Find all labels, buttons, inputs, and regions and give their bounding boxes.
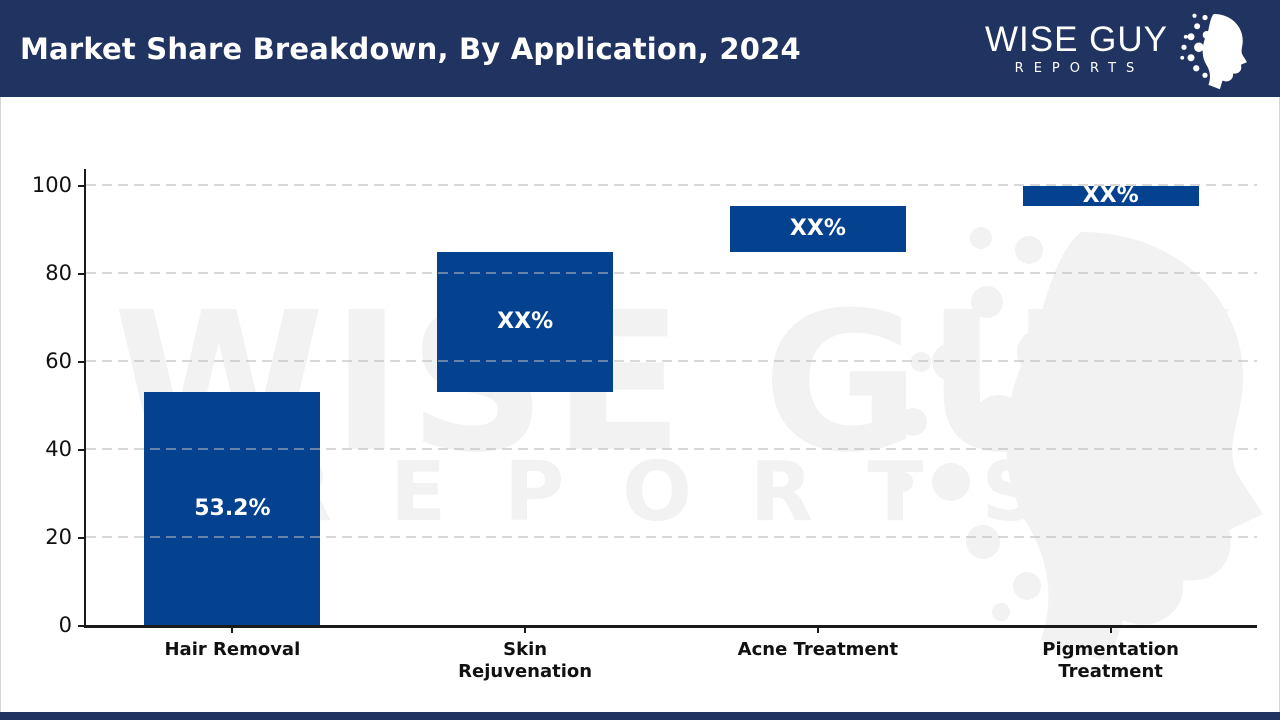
- x-tick-mark: [231, 626, 234, 633]
- category-slot-2: XX% Acne Treatment: [672, 164, 965, 660]
- y-tick-label-0: 0: [58, 613, 72, 637]
- y-tick-label-100: 100: [31, 173, 72, 197]
- y-tick-label-20: 20: [45, 525, 72, 549]
- bar-segment: XX%: [437, 252, 614, 392]
- bar-segment: XX%: [1022, 183, 1199, 209]
- bar-segment: 53.2%: [144, 391, 321, 626]
- x-category-label: Acne Treatment: [737, 639, 899, 660]
- gridline-40: [86, 448, 1257, 450]
- y-tick-mark-80: [78, 273, 86, 275]
- bar-segment: XX%: [729, 205, 906, 252]
- bar-value-label: XX%: [789, 216, 846, 242]
- x-tick-mark: [524, 626, 527, 633]
- wiseguy-logo: WISE GUY REPORTS: [985, 7, 1254, 91]
- y-tick-mark-20: [78, 537, 86, 539]
- y-tick-mark-40: [78, 449, 86, 451]
- x-axis-spine: [84, 625, 1257, 628]
- watermark-subtitle: REPORTS: [269, 445, 1099, 540]
- x-category-label: Hair Removal: [164, 639, 301, 660]
- logo-head-icon: [1180, 13, 1247, 89]
- plot-area: 0 20 40 60 80 100 53.2% Hair Removal XX% Skin Rej…: [32, 164, 1257, 682]
- y-tick-mark-60: [78, 361, 86, 364]
- y-axis-spine: [84, 169, 86, 626]
- logo-text: WISE GUY REPORTS: [985, 22, 1168, 75]
- x-category-label: Pigmentation Treatment: [1042, 639, 1179, 682]
- watermark-head-icon: [875, 227, 1263, 662]
- category-slot-1: XX% Skin Rejuvenation: [379, 164, 672, 682]
- page-title: Market Share Breakdown, By Application, …: [20, 31, 801, 66]
- footer-bar: [0, 712, 1280, 720]
- bar-value-label: 53.2%: [194, 496, 271, 522]
- y-tick-mark-0: [78, 625, 86, 627]
- y-tick-label-40: 40: [45, 437, 72, 461]
- gridline-100: [86, 184, 1257, 186]
- bar-value-label: XX%: [497, 309, 554, 335]
- x-tick-mark: [1109, 626, 1112, 633]
- x-tick-mark: [816, 626, 819, 633]
- category-slot-0: 53.2% Hair Removal: [86, 164, 379, 660]
- x-category-label: Skin Rejuvenation: [458, 639, 593, 682]
- category-slot-3: XX% Pigmentation Treatment: [964, 164, 1257, 682]
- y-tick-label-60: 60: [45, 349, 72, 373]
- y-tick-mark-100: [78, 185, 86, 187]
- chart-canvas: WISE GUY REPORTS 0 20 40 60 80 100 53.2% Hair R…: [0, 97, 1280, 712]
- y-tick-label-80: 80: [45, 261, 72, 285]
- gridline-60: [86, 360, 1257, 362]
- logo-wordmark: WISE GUY: [984, 20, 1168, 59]
- bar-value-label: XX%: [1082, 183, 1139, 209]
- header: Market Share Breakdown, By Application, …: [0, 0, 1280, 97]
- logo-subtitle: REPORTS: [1014, 61, 1145, 76]
- gridline-20: [86, 536, 1257, 538]
- gridline-80: [86, 272, 1257, 274]
